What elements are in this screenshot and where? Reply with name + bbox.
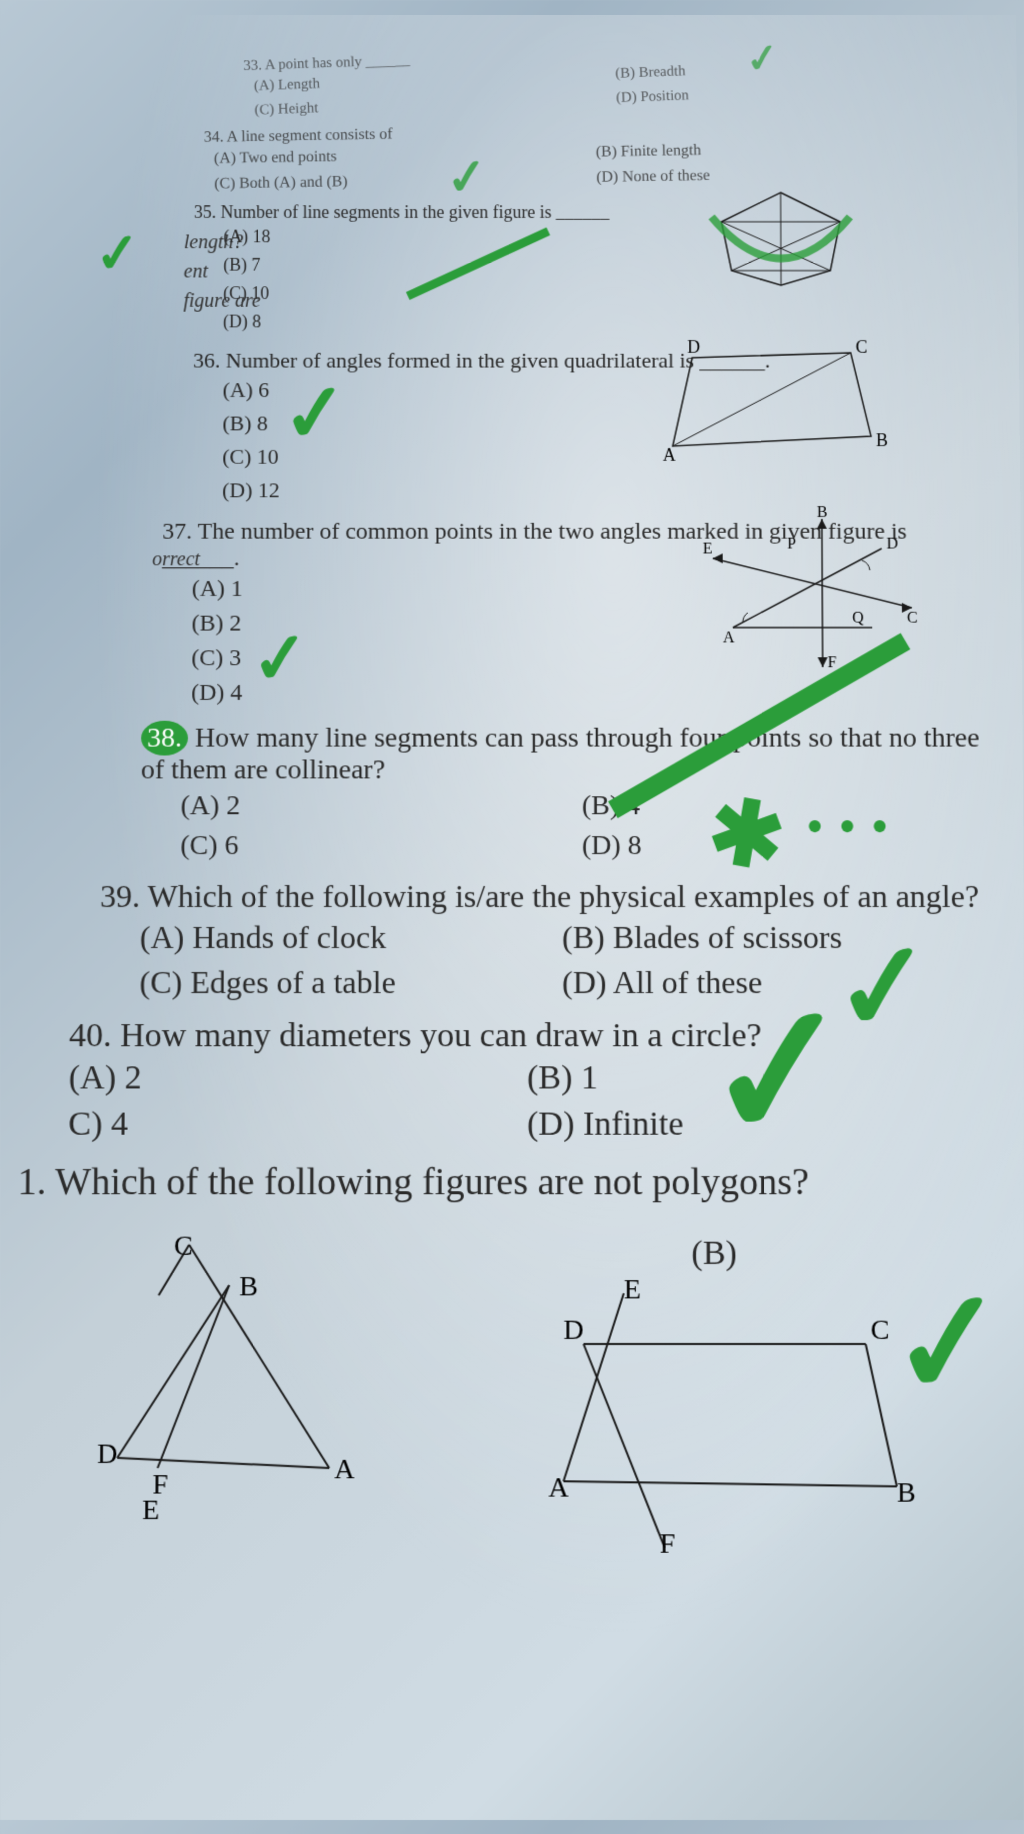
q34-text: A line segment consists of bbox=[227, 126, 393, 145]
label-e: E bbox=[703, 541, 713, 558]
dots-icon: ••• bbox=[806, 797, 904, 855]
question-40: 40. How many diameters you can draw in a… bbox=[68, 1017, 986, 1148]
q34-num: 34. bbox=[204, 129, 224, 146]
q37-num: 37. bbox=[162, 519, 192, 545]
question-36: 36. Number of angles formed in the given… bbox=[192, 348, 980, 507]
label-b: B bbox=[876, 430, 888, 450]
question-37: orrect 37. The number of common points i… bbox=[161, 519, 982, 711]
q35-opt-b: (B) 7 bbox=[223, 255, 979, 276]
question-41: 1. Which of the following figures are no… bbox=[14, 1160, 989, 1568]
q41-num: 1. bbox=[17, 1161, 46, 1203]
angle-diagram: E P B D C Q A F bbox=[693, 509, 923, 677]
hexagon-diagram bbox=[702, 183, 861, 290]
q34-opt-b: (B) Finite length bbox=[596, 137, 978, 161]
q33-opt-b: (B) Breadth bbox=[615, 54, 977, 83]
question-39: 39. Which of the following is/are the ph… bbox=[99, 878, 984, 1005]
q40-opt-a: (A) 2 bbox=[69, 1059, 527, 1097]
q33-opt-d: (D) Position bbox=[616, 78, 978, 107]
question-34: 34. A line segment consists of (A) Two e… bbox=[204, 116, 979, 197]
label-a: A bbox=[663, 445, 676, 465]
label-e: E bbox=[142, 1494, 159, 1526]
q38-opt-a: (A) 2 bbox=[181, 790, 582, 822]
side-ent: ent bbox=[184, 261, 208, 283]
label-a: A bbox=[334, 1454, 355, 1486]
label-b: B bbox=[897, 1477, 916, 1509]
q41-opt-b: (B) bbox=[523, 1235, 905, 1273]
q41-text: Which of the following figures are not p… bbox=[55, 1161, 809, 1203]
q40-opt-c: C) 4 bbox=[68, 1106, 527, 1144]
label-d: D bbox=[887, 536, 899, 553]
label-d: D bbox=[563, 1314, 583, 1346]
q36-num: 36. bbox=[193, 348, 220, 373]
label-a: A bbox=[723, 629, 735, 646]
question-38: 38. How many line segments can pass thro… bbox=[140, 723, 983, 866]
quadrilateral-diagram: D C A B bbox=[662, 338, 881, 466]
q39-opt-b: (B) Blades of scissors bbox=[562, 919, 984, 956]
label-c: C bbox=[907, 610, 918, 627]
polygon-figure-b: (B) E D C B A F bbox=[523, 1235, 907, 1568]
check-icon: ✓ bbox=[92, 220, 142, 286]
q35-opt-a: (A) 18 bbox=[223, 227, 978, 247]
side-orrect: orrect bbox=[152, 549, 200, 572]
q40-text: How many diameters you can draw in a cir… bbox=[120, 1017, 762, 1054]
q33-opt-c: (C) Height bbox=[254, 90, 616, 119]
label-d: D bbox=[97, 1438, 118, 1470]
q39-text: Which of the following is/are the physic… bbox=[147, 878, 979, 914]
label-b: B bbox=[817, 504, 828, 521]
q35-text: Number of line segments in the given fig… bbox=[221, 202, 610, 222]
q36-opt-d: (D) 12 bbox=[222, 478, 981, 504]
q38-opt-c: (C) 6 bbox=[180, 830, 582, 862]
label-q: Q bbox=[852, 610, 864, 627]
q35-opt-c: (C) 10 bbox=[223, 283, 979, 304]
label-f: F bbox=[828, 654, 837, 671]
label-c: C bbox=[856, 337, 868, 357]
label-b: B bbox=[239, 1271, 258, 1303]
q39-opt-c: (C) Edges of a table bbox=[139, 964, 562, 1001]
q34-opt-a: (A) Two end points bbox=[214, 144, 596, 168]
polygon-figure-a: C B A D F E bbox=[96, 1235, 360, 1568]
q37-opt-d: (D) 4 bbox=[191, 680, 982, 707]
label-c: C bbox=[871, 1314, 890, 1346]
label-e: E bbox=[624, 1274, 641, 1306]
q39-num: 39. bbox=[100, 878, 140, 914]
q38-text: How many line segments can pass through … bbox=[141, 723, 980, 786]
question-35: length? ent figure are 35. Number of lin… bbox=[193, 202, 979, 336]
q40-num: 40. bbox=[69, 1017, 112, 1054]
q35-opt-d: (D) 8 bbox=[223, 312, 979, 333]
label-d: D bbox=[687, 337, 700, 357]
q39-opt-a: (A) Hands of clock bbox=[140, 919, 562, 956]
q35-num: 35. bbox=[194, 202, 216, 222]
q33-num: 33. bbox=[243, 58, 262, 74]
q38-num: 38. bbox=[141, 721, 188, 756]
q34-opt-c: (C) Both (A) and (B) bbox=[214, 169, 596, 193]
label-p: P bbox=[787, 536, 796, 553]
q39-opt-d: (D) All of these bbox=[562, 964, 985, 1001]
q40-opt-b: (B) 1 bbox=[527, 1059, 986, 1097]
label-c: C bbox=[174, 1230, 193, 1262]
question-33: 33. A point has only ______ (A) Length (… bbox=[243, 33, 978, 123]
label-f: F bbox=[660, 1528, 676, 1560]
label-a: A bbox=[548, 1472, 568, 1504]
q40-opt-d: (D) Infinite bbox=[527, 1106, 986, 1144]
